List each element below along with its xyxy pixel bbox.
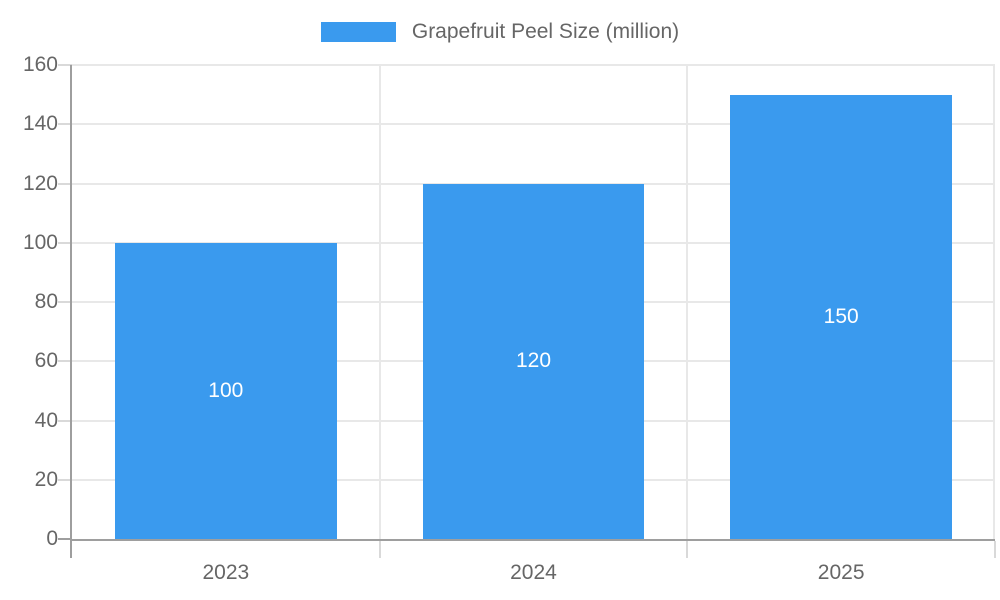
y-axis-tick-label: 60 [34,349,58,373]
x-axis-tick-mark [994,541,996,558]
x-axis-tick-mark [70,541,72,558]
y-axis-tick-label: 100 [22,230,58,254]
bar-2025: 150 [730,94,952,539]
y-axis-line [70,65,72,539]
y-axis-tick-mark [58,182,72,185]
x-axis-line [70,539,995,541]
y-axis-tick-label: 80 [34,290,58,313]
y-axis-tick-label: 20 [34,467,58,491]
x-axis-tick-mark [686,541,689,558]
y-gridline [72,123,995,126]
x-axis-tick-label: 2023 [202,561,250,584]
y-axis-tick-mark [58,360,72,363]
y-axis-tick-label: 40 [34,408,58,432]
bar-2023: 100 [115,242,337,539]
x-gridline [378,65,381,539]
y-gridline [72,64,995,66]
bar-value-label: 150 [823,304,859,328]
plot-right-border [993,65,995,539]
x-axis-tick-mark [378,541,381,558]
y-axis-tick-label: 0 [46,527,58,550]
y-axis-tick-mark [58,301,72,303]
y-axis-tick-mark [58,241,72,244]
y-axis-tick-mark [58,123,72,126]
y-axis-tick-label: 140 [22,112,58,136]
y-axis-tick-mark [58,538,72,540]
bar-value-label: 120 [515,349,552,373]
y-axis-tick-label: 160 [22,53,58,76]
y-axis-tick-mark [58,64,72,66]
x-axis-tick-label: 2024 [510,561,557,584]
chart-legend: Grapefruit Peel Size (million) [0,17,1000,47]
x-gridline [686,65,689,539]
y-axis-tick-label: 120 [22,171,58,195]
plot-area: 100 120 150 [72,64,995,539]
y-axis-tick-mark [58,419,72,422]
bar-2024: 120 [422,183,645,539]
y-axis-tick-mark [58,478,72,481]
bar-value-label: 100 [208,378,244,402]
legend-swatch [320,22,396,42]
legend-label: Grapefruit Peel Size (million) [411,20,680,43]
x-axis-tick-label: 2025 [817,561,865,584]
